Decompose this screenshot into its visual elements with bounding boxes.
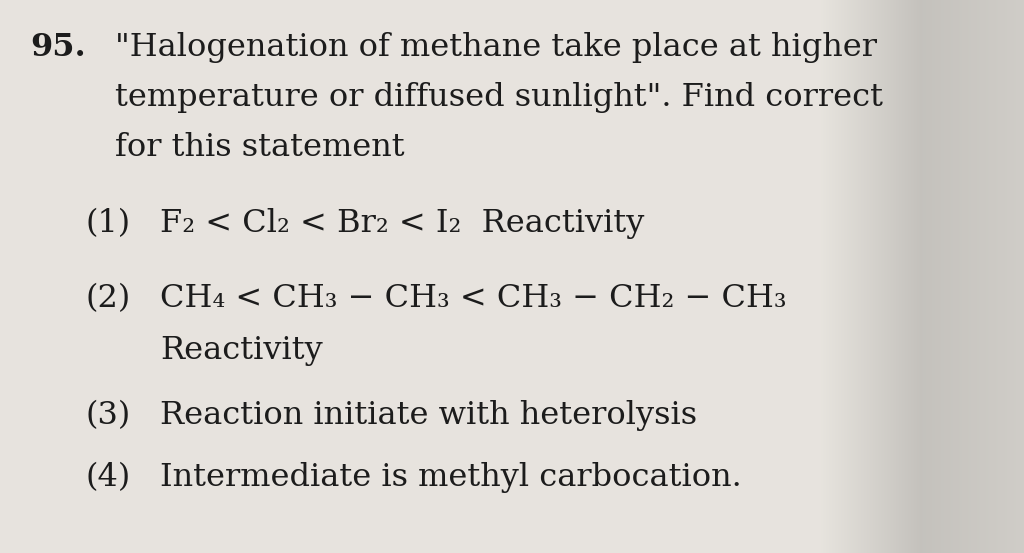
Text: (1): (1) — [85, 208, 130, 239]
Text: Reactivity: Reactivity — [160, 335, 323, 366]
Text: 95.: 95. — [30, 32, 86, 63]
Text: (2): (2) — [85, 283, 130, 314]
Text: "Halogenation of methane take place at higher: "Halogenation of methane take place at h… — [115, 32, 877, 63]
Text: temperature or diffused sunlight". Find correct: temperature or diffused sunlight". Find … — [115, 82, 883, 113]
Text: for this statement: for this statement — [115, 132, 404, 163]
Text: (4): (4) — [85, 462, 130, 493]
Text: Reaction initiate with heterolysis: Reaction initiate with heterolysis — [160, 400, 697, 431]
Text: Intermediate is methyl carbocation.: Intermediate is methyl carbocation. — [160, 462, 741, 493]
Text: (3): (3) — [85, 400, 130, 431]
Text: CH₄ < CH₃ − CH₃ < CH₃ − CH₂ − CH₃: CH₄ < CH₃ − CH₃ < CH₃ − CH₂ − CH₃ — [160, 283, 786, 314]
Text: F₂ < Cl₂ < Br₂ < I₂  Reactivity: F₂ < Cl₂ < Br₂ < I₂ Reactivity — [160, 208, 644, 239]
